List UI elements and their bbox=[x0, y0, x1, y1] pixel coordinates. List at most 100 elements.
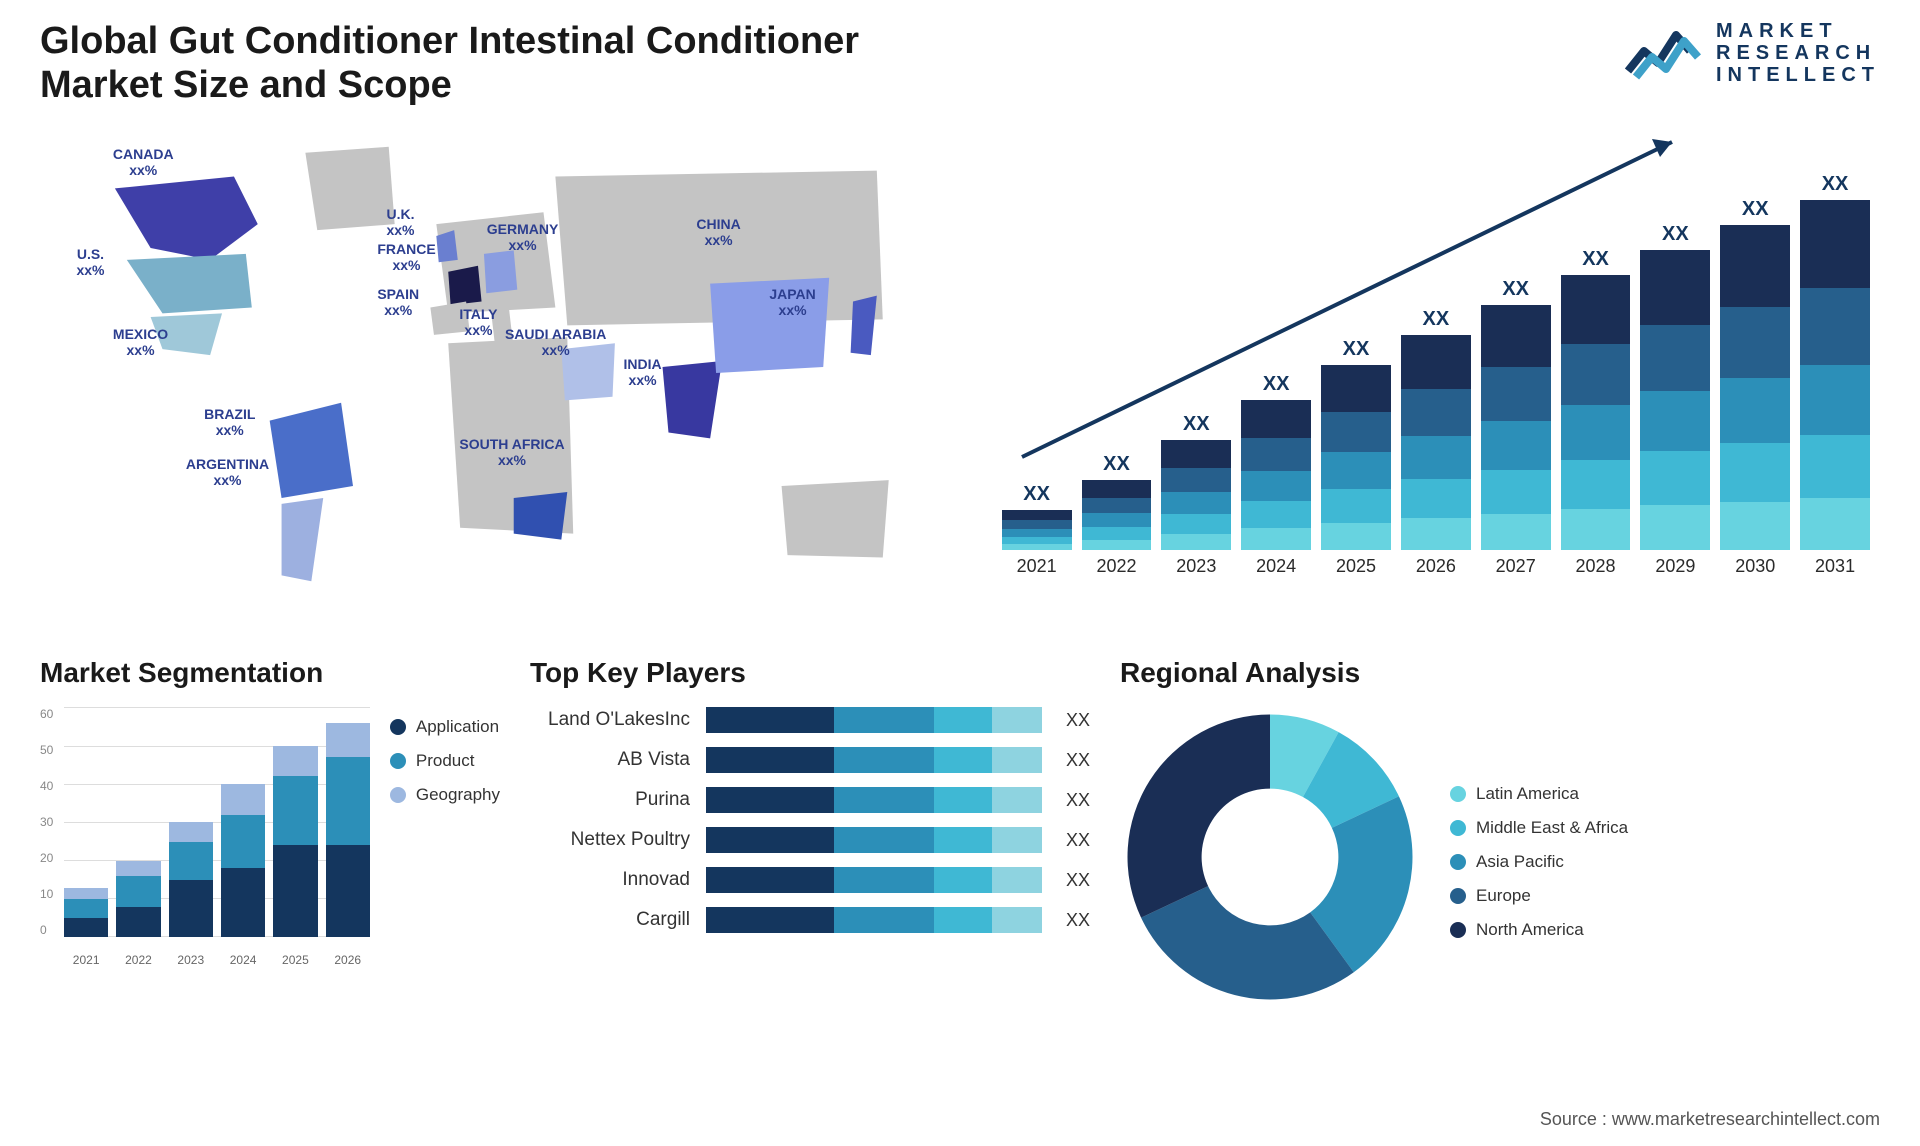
bar-segment bbox=[1082, 527, 1152, 540]
regional-legend-item: Middle East & Africa bbox=[1450, 818, 1628, 838]
country-germany bbox=[484, 251, 517, 294]
growth-year-label: 2022 bbox=[1096, 556, 1136, 577]
seg-bar-segment bbox=[221, 868, 265, 937]
seg-xlabel: 2024 bbox=[221, 953, 265, 967]
hbar-segment bbox=[834, 867, 935, 893]
hbar-segment bbox=[934, 747, 991, 773]
growth-year-label: 2024 bbox=[1256, 556, 1296, 577]
seg-bar-2023 bbox=[169, 822, 213, 937]
growth-bar-value: XX bbox=[1343, 338, 1370, 361]
hbar-segment bbox=[706, 907, 834, 933]
hbar-segment bbox=[706, 827, 834, 853]
bar-segment bbox=[1401, 389, 1471, 436]
bar-segment bbox=[1720, 502, 1790, 551]
hbar-segment bbox=[934, 907, 991, 933]
seg-bar-2021 bbox=[64, 888, 108, 938]
seg-bar-segment bbox=[273, 776, 317, 845]
bar-segment bbox=[1161, 440, 1231, 468]
bar-segment bbox=[1481, 470, 1551, 514]
bar-segment bbox=[1481, 367, 1551, 421]
player-name: AB Vista bbox=[530, 749, 690, 771]
bar-segment bbox=[1401, 518, 1471, 550]
country-greenland bbox=[305, 147, 394, 230]
legend-swatch bbox=[1450, 786, 1466, 802]
player-value: XX bbox=[1066, 750, 1090, 771]
regional-panel: Regional Analysis Latin AmericaMiddle Ea… bbox=[1120, 657, 1880, 1007]
player-row: PurinaXX bbox=[530, 787, 1090, 813]
logo-line1: MARKET bbox=[1716, 20, 1880, 42]
country-usa bbox=[127, 254, 252, 314]
country-india bbox=[663, 361, 723, 438]
logo-icon bbox=[1624, 21, 1704, 85]
map-label-france: FRANCExx% bbox=[377, 242, 435, 273]
bar-segment bbox=[1241, 471, 1311, 501]
growth-bar-2024: XX2024 bbox=[1241, 373, 1311, 577]
map-label-south-africa: SOUTH AFRICAxx% bbox=[459, 437, 564, 468]
player-row: CargillXX bbox=[530, 907, 1090, 933]
bar-segment bbox=[1720, 307, 1790, 379]
hbar-segment bbox=[834, 787, 935, 813]
hbar-segment bbox=[992, 867, 1042, 893]
bar-segment bbox=[1002, 520, 1072, 529]
hbar-segment bbox=[834, 747, 935, 773]
player-bar bbox=[706, 747, 1042, 773]
bar-segment bbox=[1082, 498, 1152, 513]
seg-bar-segment bbox=[273, 746, 317, 777]
legend-swatch bbox=[1450, 922, 1466, 938]
growth-year-label: 2028 bbox=[1576, 556, 1616, 577]
seg-bar-2024 bbox=[221, 784, 265, 937]
bar-segment bbox=[1561, 509, 1631, 550]
bar-segment bbox=[1481, 421, 1551, 470]
hbar-segment bbox=[992, 747, 1042, 773]
bar-segment bbox=[1241, 528, 1311, 551]
seg-ytick: 30 bbox=[40, 815, 53, 829]
seg-xlabel: 2025 bbox=[273, 953, 317, 967]
header: Global Gut Conditioner Intestinal Condit… bbox=[40, 20, 1880, 107]
legend-swatch bbox=[1450, 820, 1466, 836]
legend-text: Product bbox=[416, 751, 475, 771]
seg-bar-segment bbox=[116, 861, 160, 876]
player-bar bbox=[706, 907, 1042, 933]
seg-ytick: 10 bbox=[40, 887, 53, 901]
growth-bar-value: XX bbox=[1742, 198, 1769, 221]
bar-segment bbox=[1241, 501, 1311, 528]
hbar-segment bbox=[834, 707, 935, 733]
seg-bar-segment bbox=[116, 876, 160, 907]
hbar-segment bbox=[834, 827, 935, 853]
hbar-segment bbox=[706, 747, 834, 773]
growth-bar-2025: XX2025 bbox=[1321, 338, 1391, 577]
player-value: XX bbox=[1066, 870, 1090, 891]
player-row: Innovad XX bbox=[530, 867, 1090, 893]
seg-bar-segment bbox=[64, 918, 108, 937]
growth-year-label: 2026 bbox=[1416, 556, 1456, 577]
seg-xlabel: 2023 bbox=[169, 953, 213, 967]
player-name: Innovad bbox=[530, 869, 690, 891]
seg-ytick: 60 bbox=[40, 707, 53, 721]
growth-chart: XX2021XX2022XX2023XX2024XX2025XX2026XX20… bbox=[992, 117, 1880, 617]
seg-xlabel: 2026 bbox=[326, 953, 370, 967]
bar-segment bbox=[1241, 400, 1311, 438]
players-title: Top Key Players bbox=[530, 657, 1090, 689]
player-bar bbox=[706, 707, 1042, 733]
map-label-japan: JAPANxx% bbox=[769, 287, 815, 318]
seg-bar-2025 bbox=[273, 746, 317, 938]
seg-xlabel: 2022 bbox=[116, 953, 160, 967]
growth-bar-value: XX bbox=[1502, 278, 1529, 301]
map-label-u.s.: U.S.xx% bbox=[76, 247, 104, 278]
country-south-africa bbox=[514, 492, 568, 540]
regional-title: Regional Analysis bbox=[1120, 657, 1880, 689]
regional-donut bbox=[1120, 707, 1420, 1007]
growth-bar-value: XX bbox=[1183, 413, 1210, 436]
legend-swatch bbox=[1450, 888, 1466, 904]
bar-segment bbox=[1161, 534, 1231, 551]
bar-segment bbox=[1401, 436, 1471, 479]
country-japan bbox=[851, 296, 877, 356]
growth-bar-value: XX bbox=[1103, 453, 1130, 476]
hbar-segment bbox=[934, 867, 991, 893]
legend-text: Geography bbox=[416, 785, 500, 805]
seg-bar-segment bbox=[221, 815, 265, 869]
map-label-china: CHINAxx% bbox=[696, 217, 740, 248]
bar-segment bbox=[1720, 225, 1790, 306]
seg-bar-segment bbox=[64, 888, 108, 900]
segmentation-chart: 0102030405060 202120222023202420252026 bbox=[40, 707, 370, 967]
